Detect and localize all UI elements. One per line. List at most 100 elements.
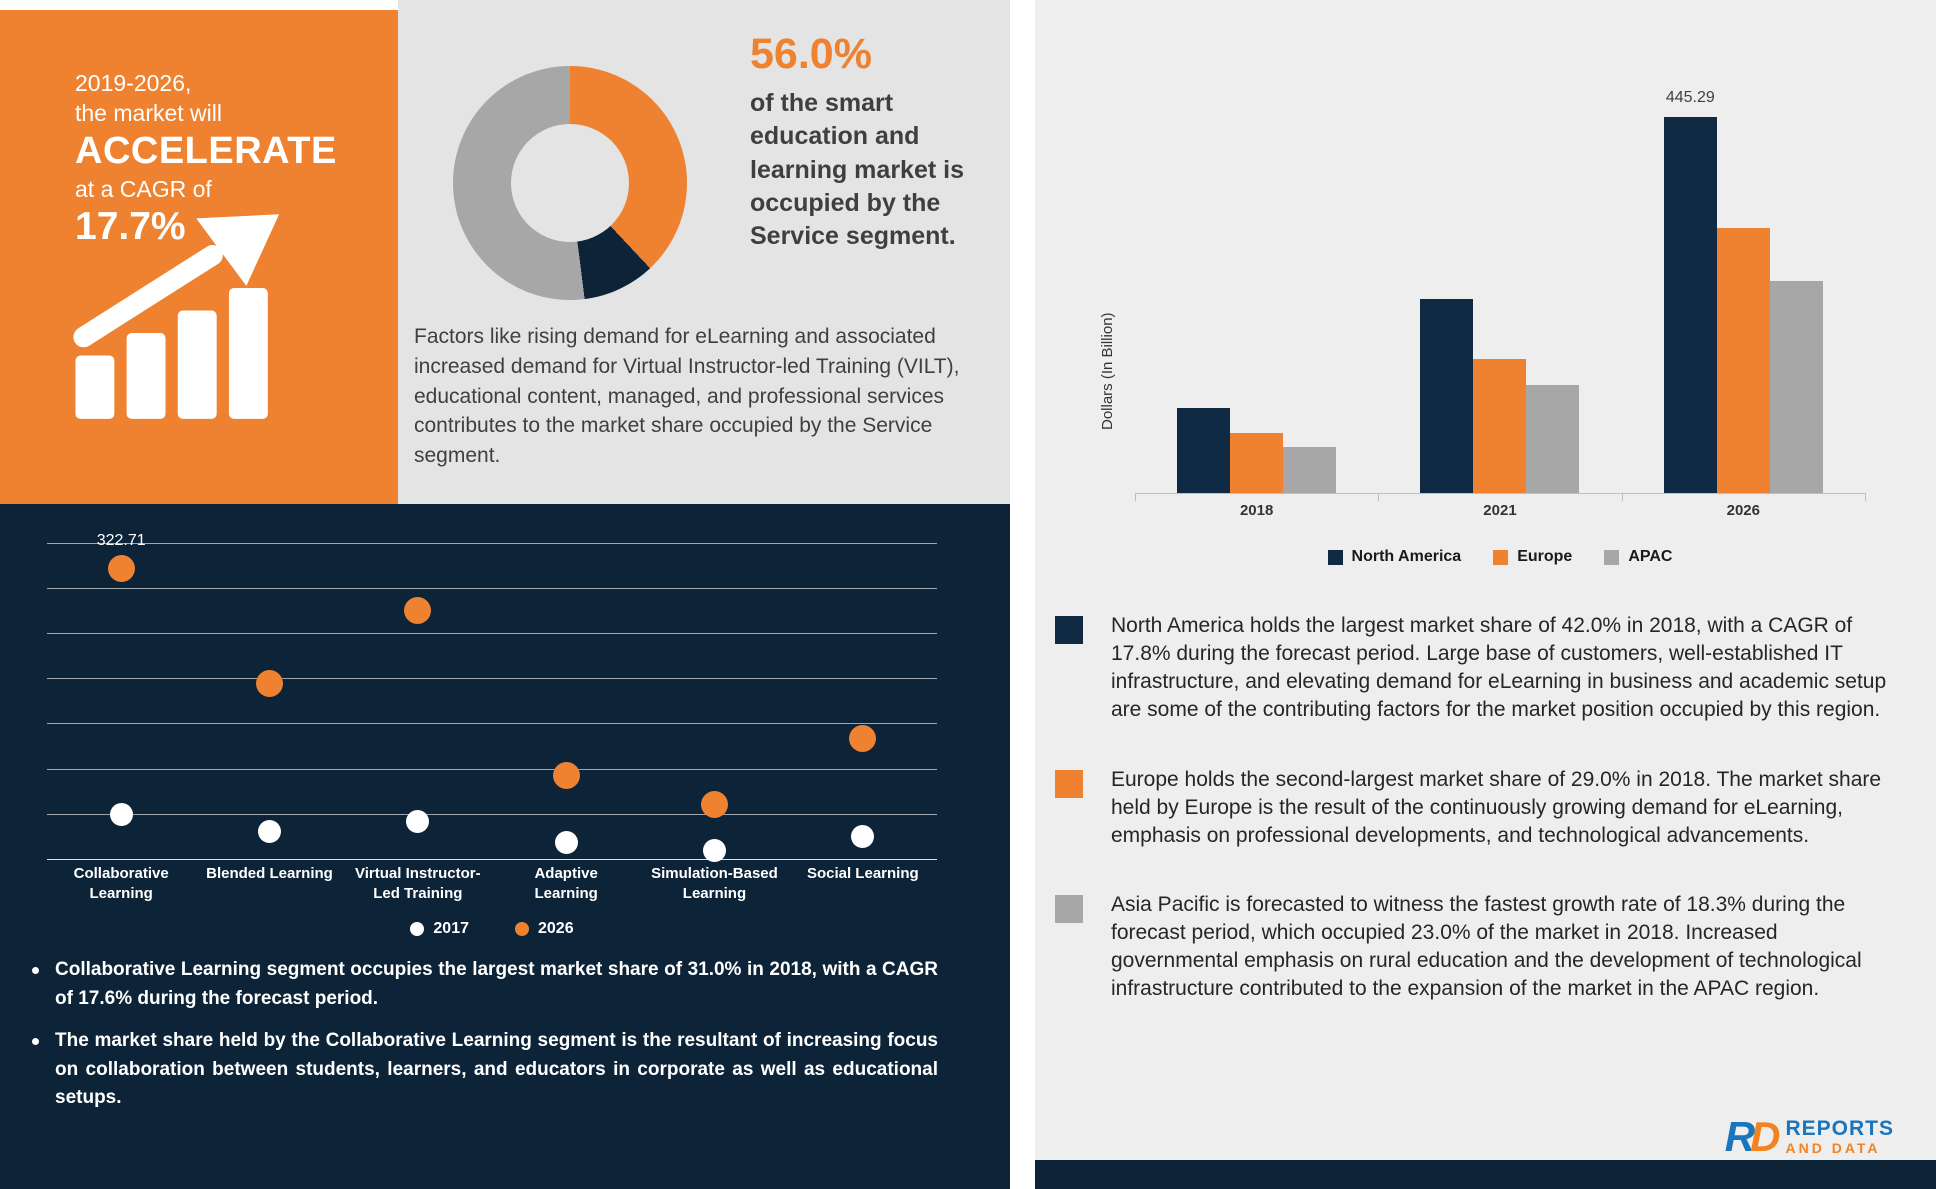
service-stat-value: 56.0% [750, 30, 872, 78]
bullet-text: The market share held by the Collaborati… [55, 1030, 938, 1108]
bullet-square [1055, 616, 1083, 644]
legend-label: 2026 [538, 920, 574, 937]
dot-2017-4 [554, 831, 578, 855]
x-axis-label: 2021 [1483, 502, 1517, 519]
dot-2017-3 [406, 809, 430, 833]
bullet-text: North America holds the largest market s… [1111, 614, 1887, 721]
category-label: Simulation-Based Learning [651, 865, 778, 902]
gridline [47, 633, 937, 635]
cagr-panel: 2019-2026, the market will ACCELERATE at… [0, 10, 398, 504]
legend-item: 2017 [410, 920, 469, 938]
bar-apac-2026 [1769, 280, 1823, 493]
bar-chart-y-axis-title: Dollars (In Billion) [1099, 312, 1116, 430]
dot-2017-5 [703, 838, 726, 862]
gridline [47, 813, 937, 815]
bullet-marker [32, 1038, 39, 1045]
x-axis-label: 2026 [1726, 502, 1760, 519]
legend-item: APAC [1604, 548, 1672, 566]
cagr-line1: 2019-2026, [75, 70, 192, 96]
dot-2026-2 [256, 670, 283, 698]
service-stat-caption: of the smart education and learning mark… [750, 89, 964, 250]
legend-item: North America [1327, 548, 1462, 566]
bottom-navy-strip [1035, 1160, 1936, 1189]
segment-categories: Collaborative Learning Blended Learning Vi… [47, 864, 937, 903]
dot-2026-3 [404, 597, 432, 625]
segment-chart-plot: 322.71 [47, 512, 937, 862]
bar-apac-2018 [1283, 446, 1337, 493]
service-donut-chart [453, 66, 687, 300]
category-label: Social Learning [806, 865, 919, 882]
legend-item: 2026 [515, 920, 574, 938]
region-legend: North America Europe APAC [1135, 548, 1865, 566]
region-chart-plot: 445.29 [1135, 89, 1866, 501]
legend-item: Europe [1493, 548, 1572, 566]
dot-2026-1 [107, 554, 135, 582]
category-label: Blended Learning [206, 865, 333, 882]
region-bullet: North America holds the largest market s… [1055, 612, 1921, 724]
segment-bullets: Collaborative Learning segment occupies … [32, 956, 938, 1127]
bar-group-2026: 445.29 [1622, 89, 1865, 493]
bar-group-2021 [1378, 100, 1621, 493]
bar-north-america-2021 [1420, 299, 1474, 493]
region-xlabels: 2018 2021 2026 [1135, 502, 1865, 519]
bullet-item: Collaborative Learning segment occupies … [32, 956, 938, 1013]
legend-dot [515, 922, 529, 936]
gridline [47, 768, 937, 770]
gridline [47, 723, 937, 725]
bullet-marker [32, 967, 39, 974]
category-label: Collaborative Learning [73, 865, 169, 902]
reports-and-data-logo: RD REPORTS AND DATA [1725, 1116, 1894, 1158]
logo-and-data: AND DATA [1785, 1140, 1881, 1157]
cagr-text-block: 2019-2026, the market will ACCELERATE at… [75, 68, 337, 250]
legend-label: Europe [1517, 548, 1573, 565]
segment-legend: 2017 2026 [47, 920, 937, 938]
cagr-line2: the market will [75, 100, 222, 127]
cagr-line3: at a CAGR of [75, 176, 212, 203]
dot-2026-5 [701, 791, 728, 819]
bar-apac-2021 [1526, 384, 1580, 493]
service-body-text: Factors like rising demand for eLearning… [414, 325, 960, 468]
dot-2017-6 [851, 825, 875, 848]
axis-tick [1865, 493, 1866, 501]
axis-tick [1621, 493, 1623, 501]
bar-value-label: 445.29 [1665, 88, 1715, 106]
logo-mark: RD [1724, 1113, 1781, 1160]
legend-dot [410, 922, 425, 936]
bullet-square [1055, 769, 1083, 798]
bullet-text: Asia Pacific is forecasted to witness th… [1111, 893, 1862, 1001]
axis-tick [1378, 493, 1380, 501]
dot-2017-1 [109, 803, 133, 827]
dot-2026-4 [552, 761, 580, 789]
bar-europe-2026 [1716, 228, 1770, 493]
x-axis-line [47, 859, 937, 860]
gridline [47, 542, 937, 544]
bullet-square [1055, 895, 1083, 924]
growth-arrow-icon [73, 214, 280, 419]
legend-swatch [1327, 549, 1343, 565]
service-stat-block: 56.0% of the smart education and learnin… [750, 30, 996, 253]
bar-europe-2018 [1230, 433, 1284, 493]
region-panel: Dollars (In Billion) 445.29 2018 2021 2026… [1035, 0, 1936, 1160]
segment-panel: 322.71 Collaborative Learning Blended Lea… [0, 504, 1010, 1189]
cagr-value: 17.7% [75, 204, 186, 248]
region-bullet: Europe holds the second-largest market s… [1055, 766, 1921, 850]
category-label: Virtual Instructor-Led Training [355, 865, 481, 902]
bar-europe-2021 [1473, 358, 1527, 493]
x-axis-label: 2018 [1239, 502, 1274, 519]
dot-2017-2 [258, 820, 281, 844]
accelerate-headline: ACCELERATE [75, 129, 337, 172]
bullet-text: Europe holds the second-largest market s… [1111, 767, 1882, 847]
legend-label: North America [1351, 548, 1462, 565]
gridline [47, 587, 937, 589]
bullet-item: The market share held by the Collaborati… [32, 1027, 938, 1113]
bar-north-america-2026: 445.29 [1663, 89, 1717, 493]
legend-label: 2017 [433, 920, 469, 937]
legend-label: APAC [1628, 548, 1673, 565]
bar-group-2018 [1135, 100, 1378, 493]
service-panel: 56.0% of the smart education and learnin… [398, 0, 1010, 504]
category-label: Adaptive Learning [534, 865, 598, 902]
logo-d: D [1750, 1113, 1780, 1160]
legend-swatch [1604, 549, 1620, 565]
legend-swatch [1493, 549, 1509, 565]
logo-r: R [1724, 1113, 1755, 1160]
